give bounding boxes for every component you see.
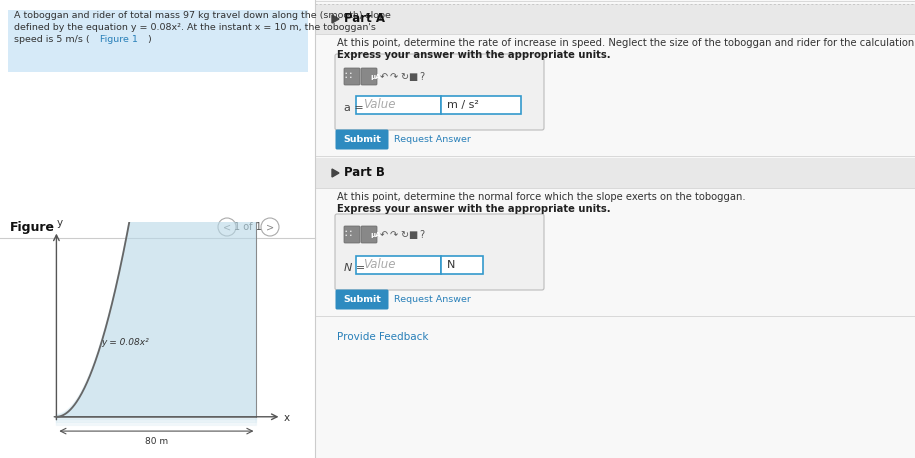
Polygon shape: [332, 169, 339, 177]
Text: Provide Feedback: Provide Feedback: [337, 332, 428, 342]
Text: ↶: ↶: [380, 230, 388, 240]
Text: Submit: Submit: [343, 295, 381, 304]
FancyBboxPatch shape: [335, 214, 544, 290]
Text: x: x: [284, 413, 290, 423]
FancyBboxPatch shape: [315, 158, 915, 188]
Text: Figure 1: Figure 1: [100, 35, 138, 44]
Text: Value: Value: [363, 98, 395, 111]
Text: defined by the equation y = 0.08x². At the instant x = 10 m, the toboggan's: defined by the equation y = 0.08x². At t…: [14, 23, 376, 32]
FancyBboxPatch shape: [356, 96, 441, 114]
Text: Submit: Submit: [343, 135, 381, 144]
FancyBboxPatch shape: [356, 256, 441, 274]
FancyBboxPatch shape: [8, 10, 308, 72]
FancyBboxPatch shape: [441, 96, 521, 114]
Text: a =: a =: [344, 103, 364, 113]
Text: m / s²: m / s²: [447, 100, 479, 110]
Text: Request Answer: Request Answer: [394, 135, 471, 144]
Text: ↷: ↷: [390, 230, 398, 240]
FancyBboxPatch shape: [344, 226, 360, 243]
FancyBboxPatch shape: [441, 256, 483, 274]
Text: Request Answer: Request Answer: [394, 295, 471, 304]
Text: Figure: Figure: [10, 221, 55, 234]
FancyBboxPatch shape: [361, 68, 377, 85]
Text: A toboggan and rider of total mass 97 kg travel down along the (smooth) slope: A toboggan and rider of total mass 97 kg…: [14, 11, 391, 20]
FancyBboxPatch shape: [336, 289, 389, 310]
Text: ■: ■: [408, 72, 417, 82]
Text: ↷: ↷: [390, 72, 398, 82]
Text: μA: μA: [371, 232, 382, 238]
Text: ↻: ↻: [400, 230, 408, 240]
Text: ?: ?: [419, 230, 425, 240]
Text: ?: ?: [419, 72, 425, 82]
Text: 1 of 1: 1 of 1: [234, 222, 262, 232]
Text: Express your answer with the appropriate units.: Express your answer with the appropriate…: [337, 50, 610, 60]
FancyBboxPatch shape: [315, 0, 915, 458]
Text: At this point, determine the rate of increase in speed. Neglect the size of the : At this point, determine the rate of inc…: [337, 38, 915, 48]
FancyBboxPatch shape: [336, 130, 389, 149]
Text: ∷: ∷: [344, 229, 351, 240]
Text: ■: ■: [408, 230, 417, 240]
FancyBboxPatch shape: [315, 4, 915, 34]
FancyBboxPatch shape: [361, 226, 377, 243]
Text: At this point, determine the normal force which the slope exerts on the toboggan: At this point, determine the normal forc…: [337, 192, 746, 202]
Text: y: y: [57, 218, 63, 228]
Text: ): ): [147, 35, 151, 44]
Text: 80 m: 80 m: [145, 437, 168, 446]
Text: <: <: [223, 222, 231, 232]
FancyBboxPatch shape: [344, 68, 360, 85]
Text: speed is 5 m/s (: speed is 5 m/s (: [14, 35, 90, 44]
Text: N =: N =: [344, 263, 365, 273]
Text: Value: Value: [363, 258, 395, 272]
Text: ∷: ∷: [344, 71, 351, 82]
FancyBboxPatch shape: [0, 0, 315, 458]
Text: Part B: Part B: [344, 167, 385, 180]
Text: ↶: ↶: [380, 72, 388, 82]
Text: N: N: [447, 260, 456, 270]
Text: Part A: Part A: [344, 12, 385, 26]
Text: ↻: ↻: [400, 72, 408, 82]
Text: >: >: [266, 222, 274, 232]
Polygon shape: [332, 15, 339, 23]
Text: μA: μA: [371, 74, 382, 80]
FancyBboxPatch shape: [335, 54, 544, 130]
Text: y = 0.08x²: y = 0.08x²: [102, 338, 149, 347]
Text: Express your answer with the appropriate units.: Express your answer with the appropriate…: [337, 204, 610, 214]
